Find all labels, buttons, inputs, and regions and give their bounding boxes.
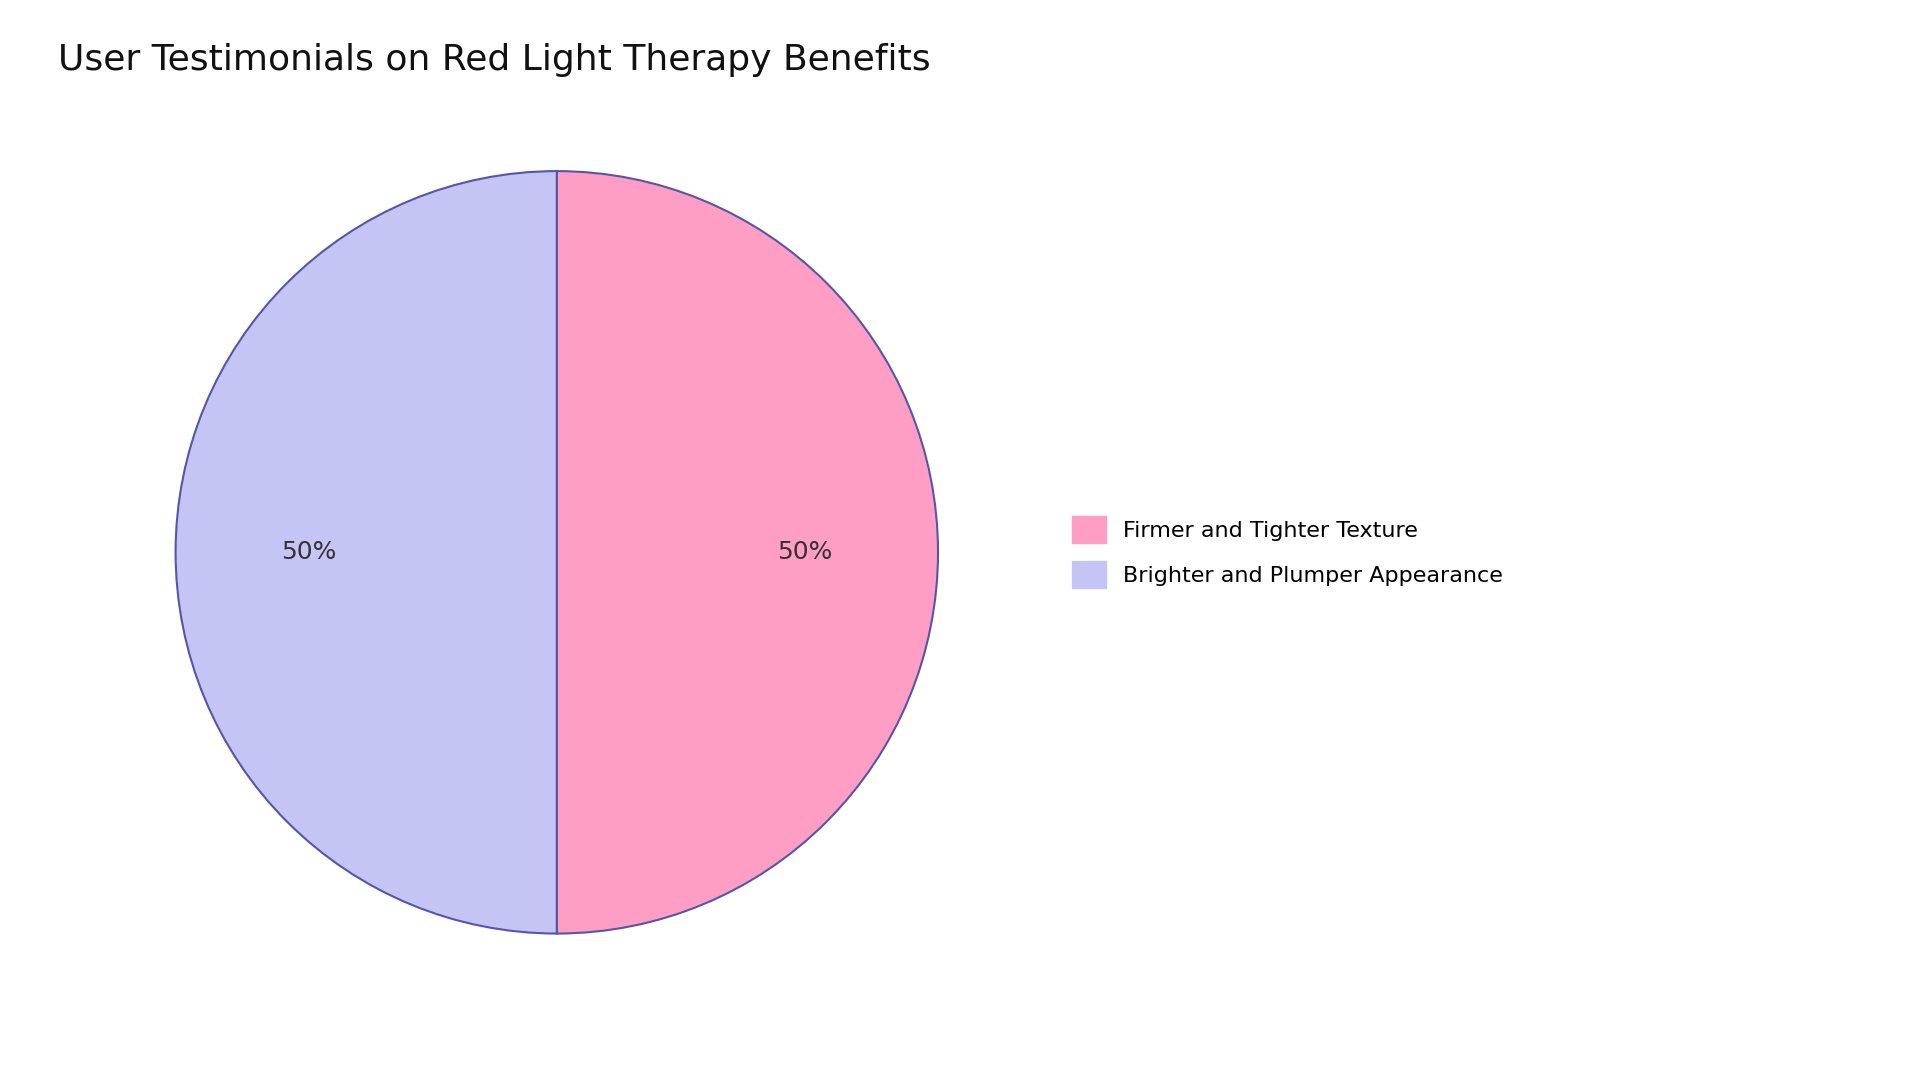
- Wedge shape: [175, 171, 557, 934]
- Wedge shape: [557, 171, 939, 934]
- Text: 50%: 50%: [282, 540, 336, 564]
- Text: 50%: 50%: [778, 540, 831, 564]
- Legend: Firmer and Tighter Texture, Brighter and Plumper Appearance: Firmer and Tighter Texture, Brighter and…: [1064, 508, 1513, 597]
- Text: User Testimonials on Red Light Therapy Benefits: User Testimonials on Red Light Therapy B…: [58, 43, 929, 77]
